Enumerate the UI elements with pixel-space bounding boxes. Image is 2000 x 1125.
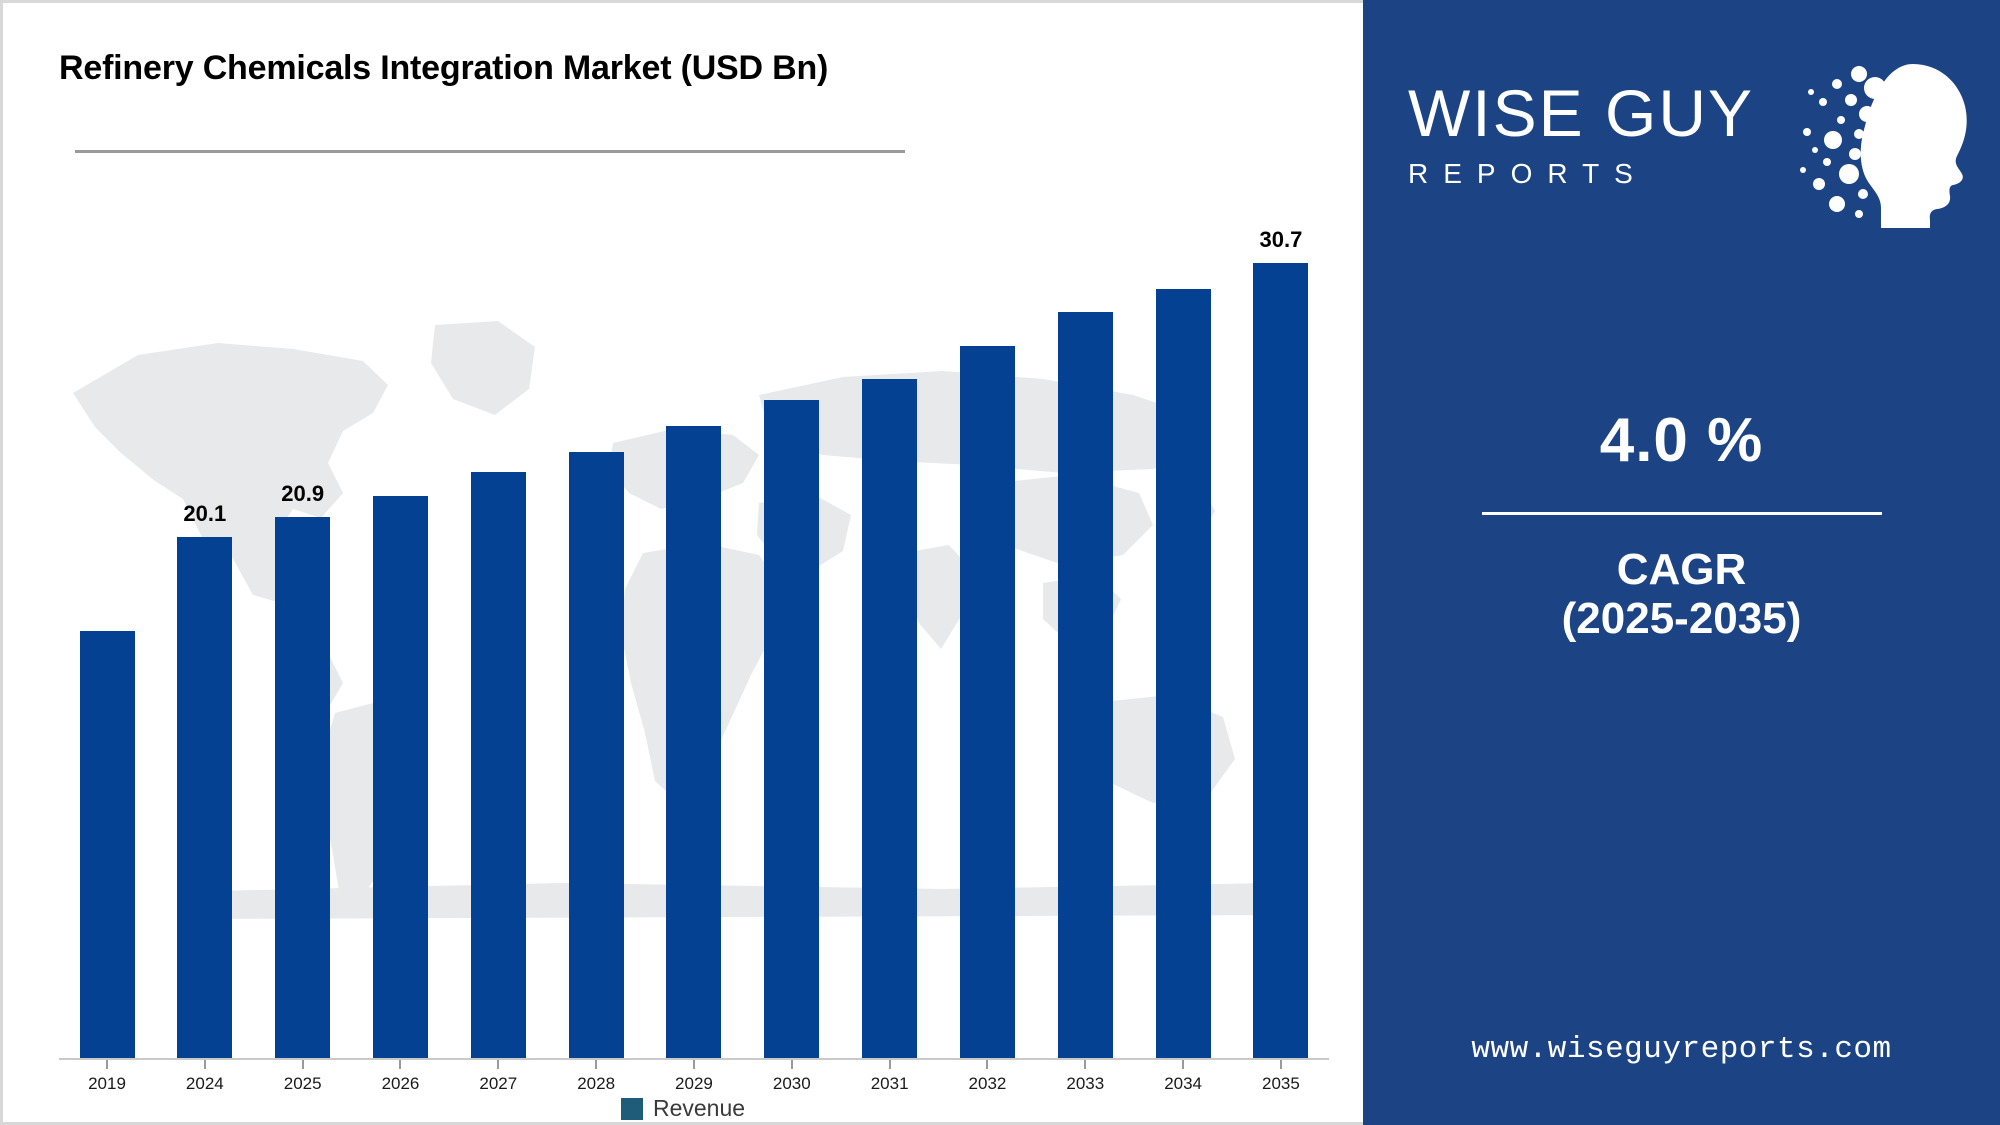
bar-slot — [646, 203, 742, 1058]
bar-slot — [744, 203, 840, 1058]
x-axis-ticks: 2019 2024 2025 2026 2027 2028 2029 2030 2031 2032… — [59, 1060, 1329, 1094]
tick-mark — [595, 1060, 598, 1069]
x-tick-label: 2031 — [870, 1074, 909, 1093]
tick-mark — [692, 1060, 695, 1069]
cagr-block: 4.0 % CAGR (2025-2035) — [1363, 405, 2000, 644]
x-tick-label: 2028 — [577, 1074, 616, 1093]
title-divider — [75, 150, 905, 153]
bar[interactable] — [79, 630, 135, 1058]
chart-panel: Refinery Chemicals Integration Market (U… — [0, 0, 1363, 1125]
x-tick: 2032 — [939, 1060, 1035, 1094]
x-tick: 2027 — [450, 1060, 546, 1094]
bar-value-label: 20.1 — [183, 501, 227, 527]
x-axis-line — [59, 1058, 1329, 1060]
plot-area: 20.1 20.9 30.7 — [59, 203, 1329, 1058]
bar-value-label: 20.9 — [281, 480, 325, 506]
tick-mark — [203, 1060, 206, 1069]
bar[interactable] — [764, 399, 820, 1058]
legend-swatch-revenue — [620, 1097, 643, 1120]
x-tick: 2031 — [842, 1060, 938, 1094]
x-tick: 2026 — [352, 1060, 448, 1094]
x-tick-label: 2032 — [968, 1074, 1007, 1093]
page-title: Refinery Chemicals Integration Market (U… — [59, 49, 829, 87]
bar[interactable] — [177, 537, 233, 1058]
tick-mark — [497, 1060, 500, 1069]
tick-mark — [1182, 1060, 1185, 1069]
bar-slot — [842, 203, 938, 1058]
bar[interactable] — [862, 379, 918, 1058]
brand-panel: WISE GUY REPORTS — [1363, 0, 2000, 1125]
chart-legend: Revenue — [3, 1095, 1363, 1122]
bar[interactable] — [1155, 288, 1211, 1058]
tick-mark — [1084, 1060, 1087, 1069]
x-tick-label: 2026 — [381, 1074, 420, 1093]
x-tick-label: 2025 — [283, 1074, 322, 1093]
tick-mark — [106, 1060, 108, 1069]
x-tick: 2019 — [59, 1060, 155, 1094]
logo-wordmark: WISE GUY REPORTS — [1408, 80, 1828, 190]
bar-slot: 20.1 — [157, 203, 253, 1058]
bar-slot — [450, 203, 546, 1058]
legend-label-revenue: Revenue — [652, 1095, 746, 1121]
x-tick: 2033 — [1037, 1060, 1133, 1094]
tick-mark — [888, 1060, 891, 1069]
bar-slot — [59, 203, 155, 1058]
cagr-label: CAGR — [1616, 545, 1747, 594]
bar[interactable] — [568, 451, 624, 1058]
cagr-value: 4.0 % — [1599, 406, 1764, 475]
tick-mark — [399, 1060, 402, 1069]
cagr-period: (2025-2035) — [1561, 594, 1802, 644]
bar-slot: 30.7 — [1233, 203, 1329, 1058]
dotted-head-profile-icon — [1763, 58, 1978, 228]
bar[interactable] — [275, 516, 331, 1058]
logo: WISE GUY REPORTS — [1363, 58, 2000, 228]
bar[interactable] — [959, 345, 1015, 1058]
bar-slot — [1135, 203, 1231, 1058]
x-tick: 2024 — [157, 1060, 253, 1094]
cagr-divider — [1481, 512, 1882, 515]
tick-mark — [1279, 1060, 1282, 1069]
x-tick: 2035 — [1233, 1060, 1329, 1094]
bar-slot: 20.9 — [255, 203, 351, 1058]
tick-mark — [986, 1060, 989, 1069]
tick-mark — [790, 1060, 793, 1069]
x-tick-label: 2033 — [1066, 1074, 1105, 1093]
bar[interactable] — [1057, 311, 1113, 1058]
site-url: www.wiseguyreports.com — [1471, 1032, 1892, 1067]
x-tick: 2029 — [646, 1060, 742, 1094]
x-tick-label: 2035 — [1262, 1074, 1300, 1093]
tick-mark — [301, 1060, 304, 1069]
x-tick: 2028 — [548, 1060, 644, 1094]
bar-series: 20.1 20.9 30.7 — [59, 203, 1329, 1058]
x-tick: 2030 — [744, 1060, 840, 1094]
x-tick-label: 2019 — [88, 1074, 126, 1093]
x-tick-label: 2027 — [479, 1074, 518, 1093]
bar-slot — [1037, 203, 1133, 1058]
bar-slot — [939, 203, 1035, 1058]
bar[interactable] — [666, 425, 722, 1058]
bar[interactable] — [372, 495, 428, 1058]
x-tick-label: 2029 — [675, 1074, 713, 1093]
logo-line-wise-guy: WISE GUY — [1408, 76, 1755, 150]
bar[interactable] — [470, 472, 526, 1058]
x-tick-label: 2034 — [1164, 1074, 1203, 1093]
bar-value-label: 30.7 — [1259, 226, 1303, 252]
x-tick-label: 2030 — [772, 1074, 811, 1093]
bar[interactable] — [1253, 262, 1309, 1058]
x-tick: 2034 — [1135, 1060, 1231, 1094]
x-tick: 2025 — [255, 1060, 351, 1094]
bar-slot — [352, 203, 448, 1058]
bar-slot — [548, 203, 644, 1058]
x-tick-label: 2024 — [185, 1074, 224, 1093]
logo-line-reports: REPORTS — [1408, 158, 1648, 189]
